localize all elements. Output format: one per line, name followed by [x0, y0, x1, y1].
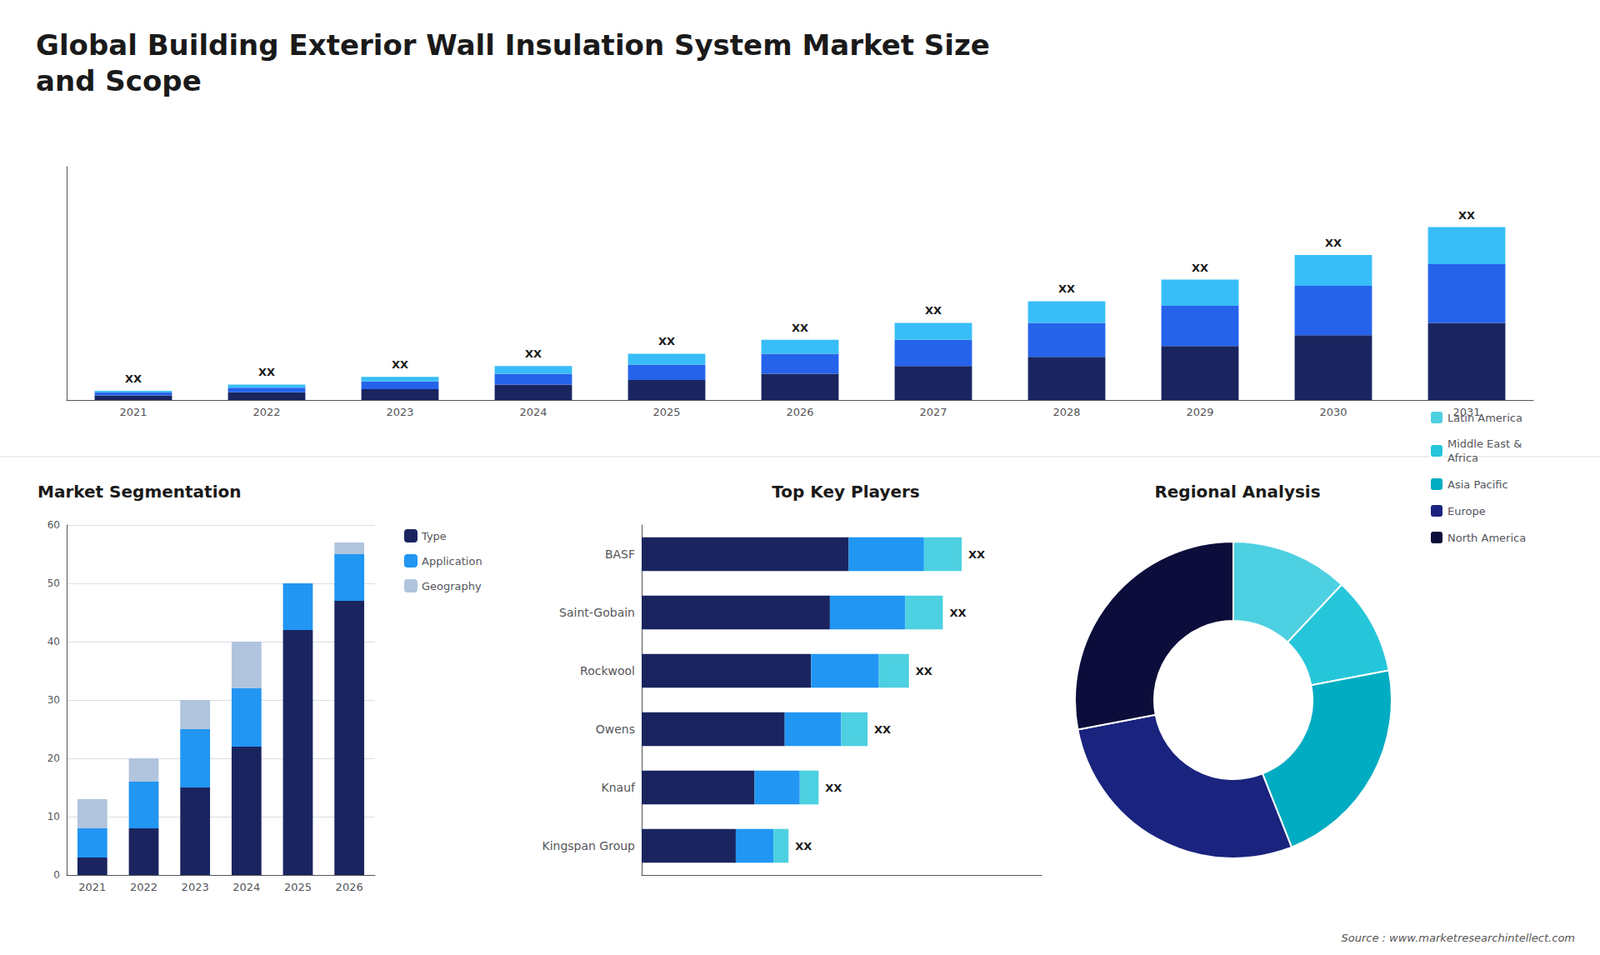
svg-text:XX: XX [125, 372, 142, 385]
svg-text:BASF: BASF [605, 547, 635, 561]
svg-text:XX: XX [1325, 236, 1342, 250]
svg-text:XX: XX [915, 665, 933, 678]
svg-text:10: 10 [47, 810, 60, 823]
svg-text:2023: 2023 [181, 880, 210, 894]
svg-text:and Scope: and Scope [35, 64, 202, 98]
svg-text:XX: XX [1458, 209, 1475, 222]
svg-text:30: 30 [47, 694, 60, 706]
svg-text:Geography: Geography [421, 580, 482, 593]
svg-text:Regional Analysis: Regional Analysis [1154, 481, 1320, 502]
svg-text:XX: XX [658, 335, 675, 348]
svg-text:2025: 2025 [652, 405, 680, 419]
svg-text:2026: 2026 [785, 405, 814, 419]
svg-text:40: 40 [47, 635, 60, 648]
svg-text:XX: XX [391, 358, 409, 371]
svg-text:Application: Application [421, 555, 483, 568]
svg-text:XX: XX [1191, 261, 1209, 275]
svg-text:2029: 2029 [1185, 405, 1214, 419]
svg-text:2030: 2030 [1319, 405, 1347, 419]
svg-text:2024: 2024 [519, 405, 547, 419]
svg-text:2024: 2024 [232, 880, 260, 894]
svg-text:XX: XX [795, 840, 812, 853]
svg-text:XX: XX [874, 723, 891, 736]
svg-text:2023: 2023 [385, 405, 414, 419]
svg-text:2022: 2022 [130, 880, 158, 894]
svg-text:XX: XX [1058, 282, 1075, 295]
svg-text:2021: 2021 [119, 405, 147, 419]
svg-text:20: 20 [47, 752, 60, 765]
svg-text:Source : www.marketresearchint: Source : www.marketresearchintellect.com [1341, 931, 1576, 945]
svg-text:2027: 2027 [919, 405, 947, 419]
svg-text:Type: Type [420, 530, 447, 543]
svg-text:Knauf: Knauf [601, 780, 637, 795]
svg-text:Global Building Exterior Wall: Global Building Exterior Wall Insulation… [35, 28, 990, 62]
svg-text:North America: North America [1447, 531, 1526, 545]
svg-text:2021: 2021 [78, 880, 106, 894]
svg-text:XX: XX [791, 321, 809, 335]
svg-text:Rockwool: Rockwool [580, 664, 635, 678]
svg-text:50: 50 [47, 577, 60, 590]
svg-text:Saint-Gobain: Saint-Gobain [559, 605, 635, 620]
svg-text:XX: XX [968, 548, 985, 561]
svg-text:XX: XX [949, 606, 966, 620]
svg-text:XX: XX [925, 304, 942, 317]
svg-text:Market Segmentation: Market Segmentation [37, 481, 242, 502]
svg-text:Middle East &: Middle East & [1447, 437, 1522, 450]
svg-text:2026: 2026 [335, 880, 364, 894]
svg-text:XX: XX [258, 365, 275, 379]
svg-text:2028: 2028 [1052, 405, 1080, 419]
svg-text:Europe: Europe [1447, 505, 1486, 518]
svg-text:Africa: Africa [1447, 451, 1479, 465]
svg-text:XX: XX [825, 781, 842, 795]
svg-text:2025: 2025 [284, 880, 312, 894]
svg-text:Asia Pacific: Asia Pacific [1447, 478, 1509, 491]
svg-text:Kingspan Group: Kingspan Group [541, 839, 635, 853]
svg-text:XX: XX [525, 347, 542, 360]
svg-text:2022: 2022 [252, 405, 280, 419]
svg-text:0: 0 [53, 869, 60, 881]
svg-text:60: 60 [47, 519, 60, 531]
svg-text:Owens: Owens [595, 722, 635, 736]
svg-text:Latin America: Latin America [1447, 411, 1523, 425]
svg-text:Top Key Players: Top Key Players [771, 481, 920, 502]
